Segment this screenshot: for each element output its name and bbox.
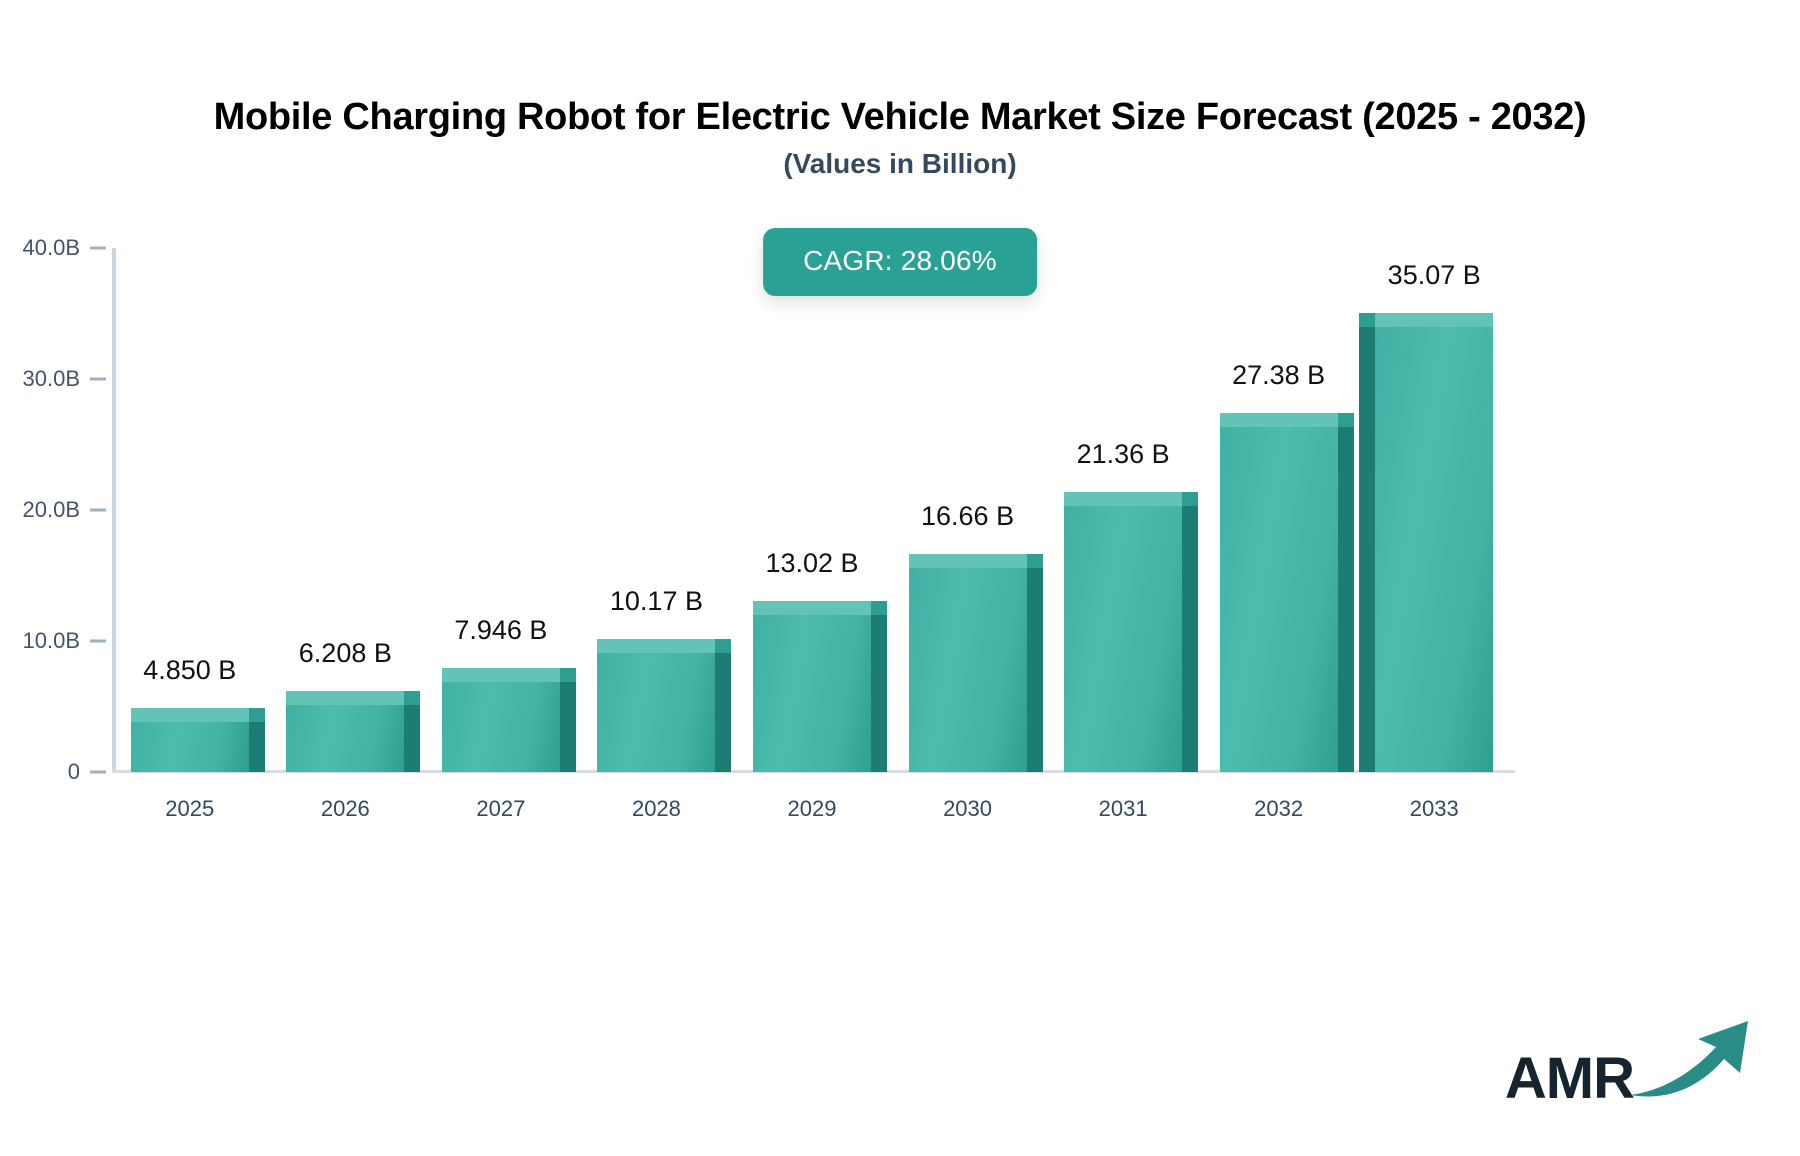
bar-side-face: [559, 681, 576, 772]
y-axis-tick-label: 20.0B: [22, 497, 81, 522]
y-axis-tick-mark: [90, 508, 106, 512]
bar-top-bevel: [871, 601, 887, 616]
bar-top-face: [130, 708, 249, 723]
bar-top-bevel: [404, 690, 421, 705]
bar-front-face: [1219, 413, 1338, 772]
trend-up-arrow-icon: [1624, 1015, 1756, 1106]
bar-2027[interactable]: 7.946 B 2027: [441, 615, 576, 821]
bar-front-face: [1064, 492, 1183, 772]
cagr-badge: CAGR: 28.06%: [763, 228, 1037, 296]
x-axis-tick-label: 2028: [631, 796, 681, 821]
bar-side-face: [871, 615, 887, 772]
bar-2032[interactable]: 27.38 B 2032: [1219, 360, 1354, 821]
x-axis-tick-label: 2025: [165, 796, 215, 821]
y-axis-labels: 0 10.0B 20.0B 30.0B 40.0B: [0, 0, 81, 1156]
x-axis-tick-label: 2030: [943, 796, 993, 821]
bar-top-bevel: [248, 708, 265, 723]
x-axis-tick-label: 2032: [1254, 796, 1304, 821]
y-axis-tick-mark: [90, 246, 106, 250]
bar-2028[interactable]: 10.17 B 2028: [597, 586, 732, 821]
bar-value-label: 13.02 B: [765, 548, 859, 579]
chart-subtitle: (Values in Billion): [783, 148, 1017, 179]
bar-side-face: [715, 652, 732, 772]
bar-value-label: 21.36 B: [1076, 439, 1170, 470]
page-title: Mobile Charging Robot for Electric Vehic…: [213, 96, 1587, 138]
bar-front-face: [1375, 312, 1494, 772]
y-axis-ticks: [90, 0, 112, 1156]
bar-2031[interactable]: 21.36 B 2031: [1064, 439, 1199, 821]
y-axis-tick-mark: [90, 639, 106, 643]
y-axis-line: [112, 248, 116, 772]
bar-top-face: [286, 690, 405, 705]
bar-value-label: 7.946 B: [454, 614, 548, 645]
y-axis-tick-label: 30.0B: [22, 366, 81, 391]
bar-side-face: [1026, 567, 1043, 772]
bar-side-face: [1182, 506, 1199, 772]
y-axis-tick-mark: [90, 770, 106, 774]
bar-value-label: 6.208 B: [298, 637, 392, 668]
y-axis-tick-label: 0: [67, 759, 80, 784]
bar-side-face: [1359, 326, 1376, 772]
bar-top-bevel: [1182, 492, 1199, 507]
x-axis-tick-label: 2033: [1409, 796, 1459, 821]
bar-top-bevel: [559, 667, 576, 682]
bar-2026[interactable]: 6.208 B 2026: [286, 638, 421, 821]
bar-2025[interactable]: 4.850 B 2025: [130, 655, 265, 821]
bar-value-label: 4.850 B: [143, 655, 237, 686]
bar-value-label: 16.66 B: [921, 500, 1015, 531]
bar-front-face: [753, 601, 871, 772]
amr-wordmark: AMR: [1504, 1046, 1635, 1111]
bar-top-face: [1219, 413, 1338, 428]
bar-front-face: [908, 553, 1027, 772]
y-axis-tick-label: 10.0B: [22, 628, 81, 653]
bar-side-face: [248, 722, 265, 772]
bar-top-face: [753, 601, 871, 616]
bar-top-face: [908, 553, 1027, 568]
y-axis-tick-mark: [90, 377, 106, 381]
amr-logo: AMR: [1505, 1015, 1756, 1108]
bar-side-face: [404, 704, 421, 772]
bar-side-face: [1337, 427, 1354, 772]
bar-top-bevel: [1359, 312, 1376, 327]
y-axis-tick-label: 40.0B: [22, 235, 81, 260]
plot-area: 4.850 B 2025 6.208 B 2026 7.946 B 2027 10.17 B…: [112, 248, 1512, 821]
x-axis-tick-label: 2031: [1098, 796, 1148, 821]
bar-2033[interactable]: 35.07 B 2033: [1359, 260, 1494, 821]
bar-front-face: [597, 638, 716, 772]
bar-top-face: [1375, 312, 1494, 327]
bar-2030[interactable]: 16.66 B 2030: [908, 501, 1043, 821]
bar-value-label: 27.38 B: [1232, 360, 1326, 391]
bar-top-face: [1064, 492, 1183, 507]
bar-value-label: 10.17 B: [609, 585, 703, 616]
x-axis-tick-label: 2029: [787, 796, 837, 821]
bar-top-bevel: [715, 638, 732, 653]
bar-front-face: [441, 667, 560, 772]
bar-top-bevel: [1026, 553, 1043, 568]
bar-top-face: [441, 667, 560, 682]
x-axis-tick-label: 2027: [476, 796, 526, 821]
x-axis-tick-label: 2026: [320, 796, 370, 821]
bar-value-label: 35.07 B: [1387, 259, 1481, 290]
bar-2029[interactable]: 13.02 B 2029: [753, 548, 887, 821]
bar-top-bevel: [1337, 413, 1354, 428]
bar-top-face: [597, 638, 716, 653]
